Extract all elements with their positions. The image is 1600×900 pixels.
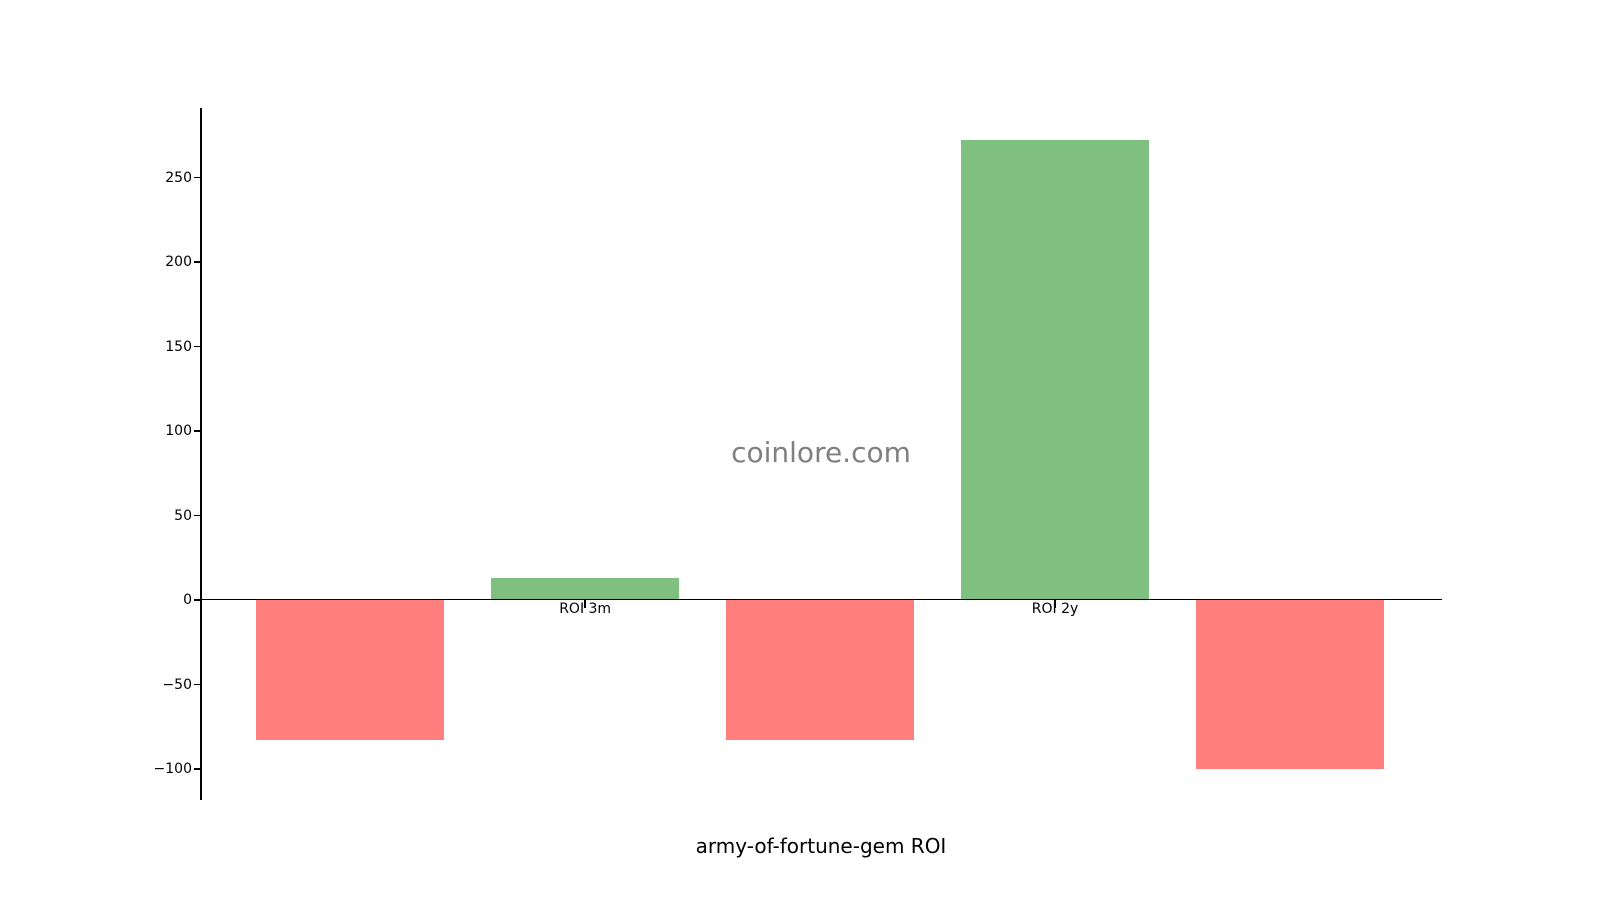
chart-x-label: army-of-fortune-gem ROI — [695, 834, 947, 858]
x-axis-line — [200, 598, 1442, 601]
x-tick-mark — [584, 600, 586, 608]
y-tick-label: 200 — [165, 254, 192, 270]
y-tick-label: 150 — [165, 338, 192, 355]
y-tick-mark — [193, 430, 201, 432]
y-tick-mark — [193, 514, 201, 517]
bar-0 — [256, 600, 445, 741]
x-tick-label: ROI 2y — [1031, 600, 1079, 617]
x-tick-label: ROI 3m — [559, 600, 612, 617]
bar-roi-3m — [491, 578, 680, 600]
y-axis-line — [200, 108, 202, 800]
y-tick-label: −50 — [162, 676, 192, 693]
y-tick-label: −100 — [153, 761, 192, 777]
y-tick-label: 50 — [174, 507, 192, 524]
y-tick-mark — [193, 683, 201, 686]
bar-roi-2y — [961, 140, 1150, 600]
y-tick-mark — [193, 345, 201, 348]
y-tick-label: 250 — [165, 169, 192, 186]
bar-2 — [726, 600, 915, 741]
watermark: coinlore.com — [731, 436, 911, 469]
y-tick-mark — [193, 768, 201, 770]
y-tick-mark — [193, 599, 201, 601]
x-tick-mark — [1054, 600, 1056, 608]
bar-4 — [1196, 600, 1384, 769]
y-tick-mark — [193, 261, 201, 263]
y-tick-label: 100 — [165, 423, 192, 439]
y-tick-mark — [193, 176, 201, 179]
y-tick-label: 0 — [183, 592, 192, 608]
